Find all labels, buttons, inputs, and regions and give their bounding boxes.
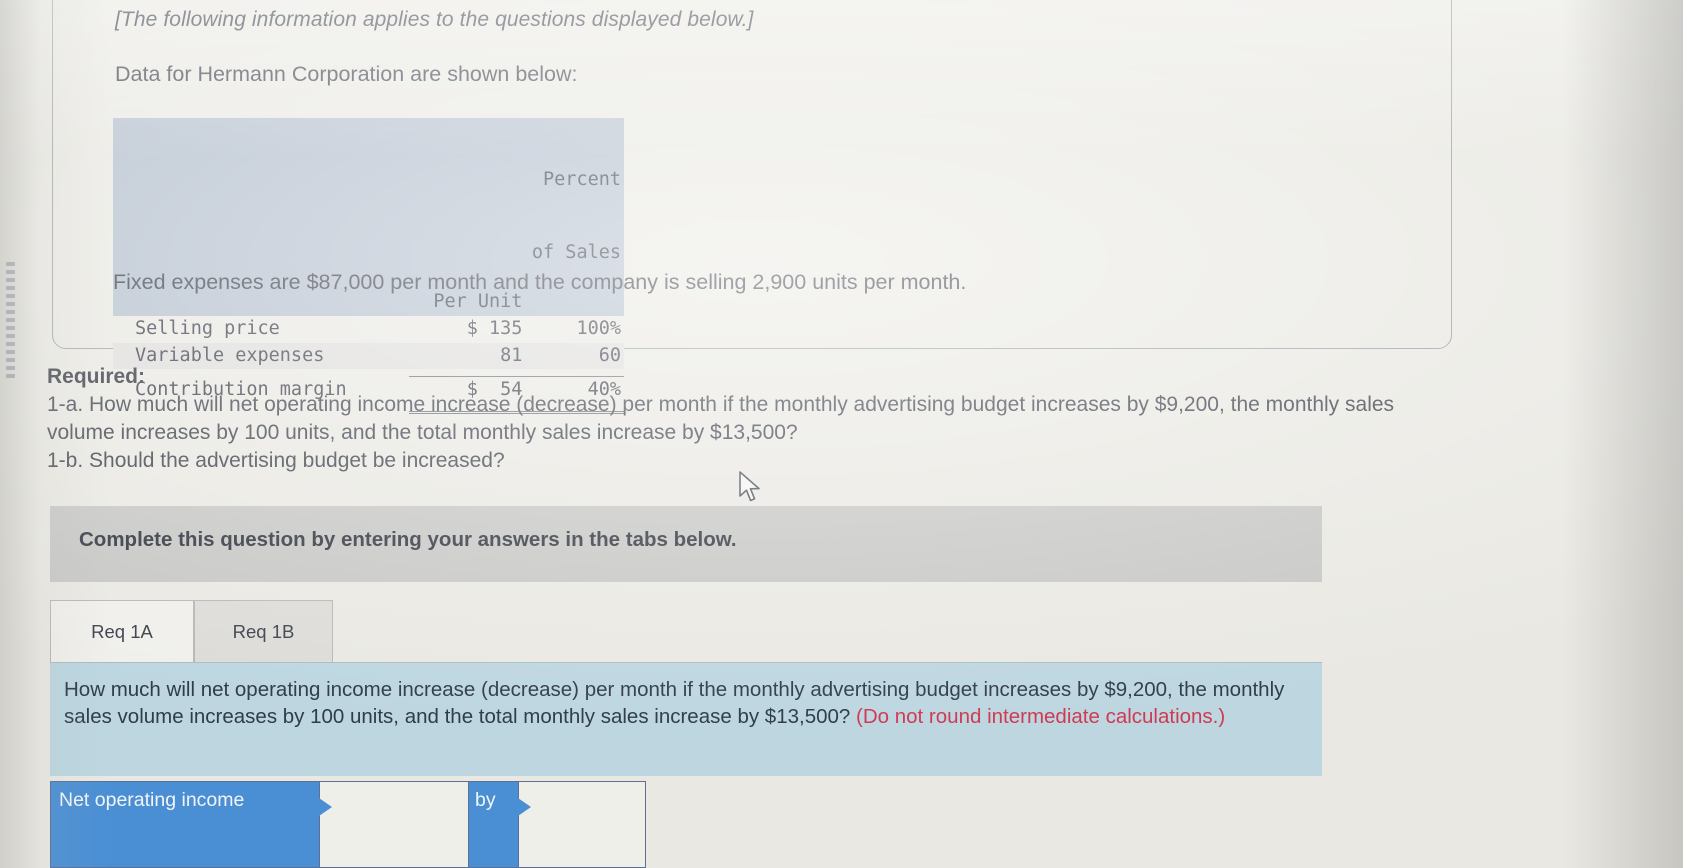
tab-req-1a[interactable]: Req 1A xyxy=(50,600,194,662)
binding-holes-decoration xyxy=(6,262,20,382)
applies-note: [The following information applies to th… xyxy=(115,8,754,31)
tab-req-1b-label: Req 1B xyxy=(232,620,295,642)
answer-label-net-operating-income: Net operating income xyxy=(51,782,332,867)
row-percent: 100% xyxy=(576,318,621,340)
tab-req-1a-label: Req 1A xyxy=(91,620,153,642)
row-per-unit: $ 135 xyxy=(466,318,523,340)
question-panel: How much will net operating income incre… xyxy=(50,662,1322,776)
row-label: Selling price xyxy=(135,318,280,340)
answer-label-text: Net operating income xyxy=(59,789,245,811)
page-edge-shadow xyxy=(1563,0,1683,868)
question-red-note: (Do not round intermediate calculations.… xyxy=(856,705,1226,729)
answer-connector-by: by xyxy=(468,782,531,867)
tab-req-1b[interactable]: Req 1B xyxy=(194,600,333,662)
answer-connector-label: by xyxy=(475,789,496,811)
instruction-banner: Complete this question by entering your … xyxy=(50,506,1322,582)
answer-tabs: Req 1A Req 1B xyxy=(50,600,333,662)
answer-dropdown-increase-decrease[interactable] xyxy=(319,782,468,867)
header-percent-line2: of Sales xyxy=(531,242,621,264)
table-row-selling-price: Selling price $ 135 100% xyxy=(113,316,624,342)
required-block: Required: 1-a. How much will net operati… xyxy=(47,363,1447,475)
required-item-1a: 1-a. How much will net operating income … xyxy=(47,392,1395,444)
mouse-cursor-icon xyxy=(738,470,764,509)
header-percent-line1: Percent xyxy=(543,168,621,190)
fixed-expenses-text: Fixed expenses are $87,000 per month and… xyxy=(113,270,967,294)
instruction-banner-text: Complete this question by entering your … xyxy=(79,528,737,551)
data-lead-text: Data for Hermann Corporation are shown b… xyxy=(115,62,578,86)
question-panel-text: How much will net operating income incre… xyxy=(64,676,1294,731)
required-heading: Required: xyxy=(47,365,146,388)
answer-row: Net operating income by xyxy=(50,781,646,868)
answer-amount-input[interactable] xyxy=(518,782,645,867)
